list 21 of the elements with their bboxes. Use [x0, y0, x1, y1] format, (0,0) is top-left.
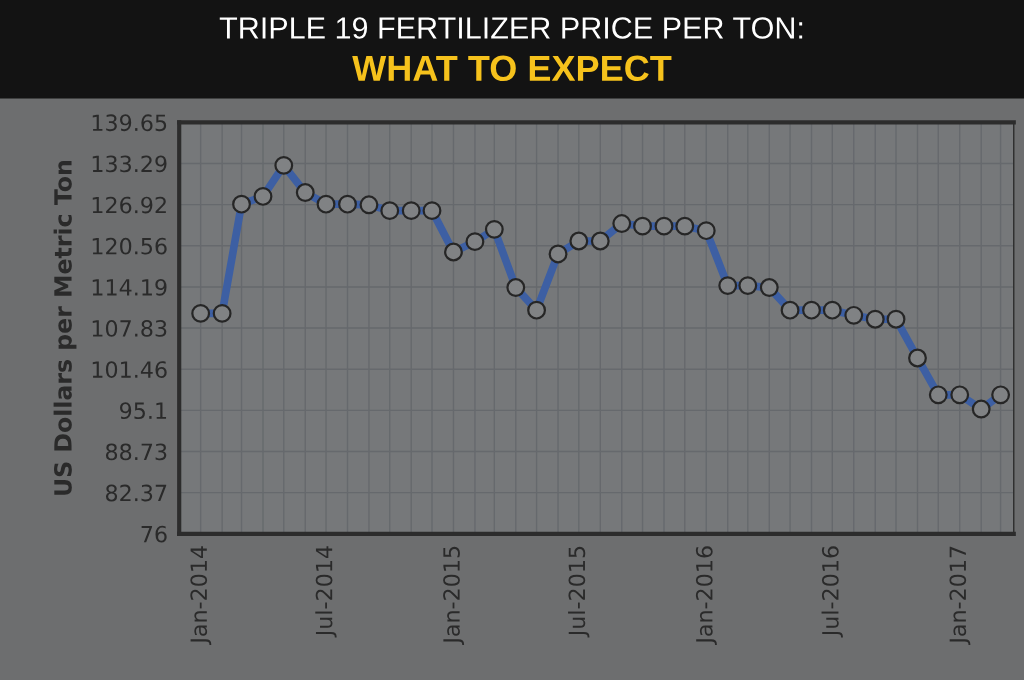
y-tick-label: 114.19 [92, 278, 167, 296]
chart-title: TRIPLE 19 FERTILIZER PRICE PER TON: [219, 17, 803, 39]
y-tick-label: 126.92 [92, 196, 166, 214]
y-tick-label: 101.46 [92, 361, 167, 378]
y-tick-label: 133.29 [92, 155, 167, 173]
y-axis-title: US Dollars per Metric Ton [53, 161, 77, 495]
y-tick-label: 107.83 [92, 320, 167, 337]
x-tick-label: Jan-2016 [695, 546, 717, 645]
y-tick-label: 82.37 [105, 484, 167, 502]
x-tick-label: Jul-2015 [568, 546, 590, 638]
y-tick-label: 76 [141, 525, 167, 543]
x-tick-label: Jan-2017 [949, 546, 971, 645]
x-tick-label: Jul-2016 [821, 546, 843, 638]
y-tick-label: 139.65 [92, 114, 167, 132]
y-tick-label: 95.1 [120, 402, 167, 420]
chart-subtitle: WHAT TO EXPECT [352, 55, 672, 82]
y-tick-label: 120.56 [92, 237, 167, 255]
x-tick-label: Jan-2014 [190, 546, 212, 645]
y-tick-label: 88.73 [105, 443, 167, 461]
x-tick-label: Jul-2014 [315, 546, 337, 638]
x-tick-label: Jan-2015 [443, 546, 465, 645]
